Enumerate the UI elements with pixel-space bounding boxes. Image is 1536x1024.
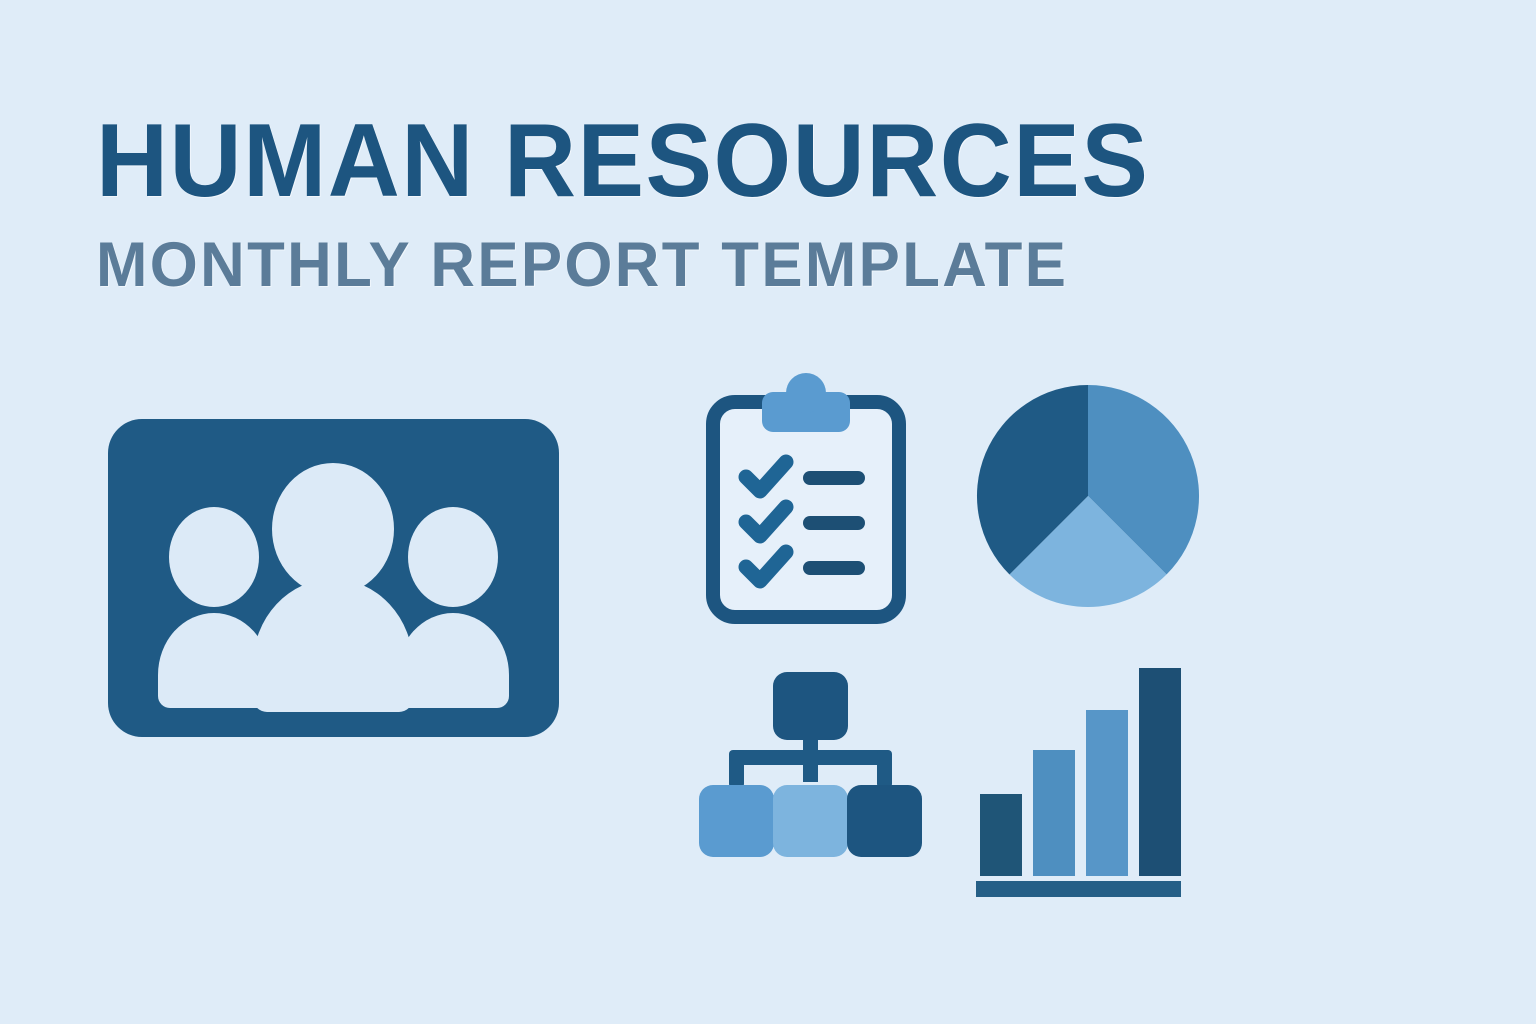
org-node-child-1 bbox=[699, 785, 774, 857]
pie-slice-1 bbox=[1088, 385, 1200, 575]
check-icon bbox=[738, 454, 794, 499]
bar-1 bbox=[980, 794, 1022, 876]
bar-chart-baseline bbox=[976, 881, 1181, 897]
bar-3 bbox=[1086, 710, 1128, 876]
clipboard-checklist-icon bbox=[706, 373, 906, 624]
pie-chart-icon bbox=[976, 385, 1200, 608]
check-icon bbox=[738, 544, 794, 589]
pie-slice-3 bbox=[976, 385, 1088, 575]
person-right bbox=[397, 507, 509, 708]
title-block: HUMAN RESOURCES MONTHLY REPORT TEMPLATE bbox=[96, 108, 1296, 298]
checklist-line bbox=[803, 561, 865, 575]
people-group-icon bbox=[106, 417, 561, 739]
bar-2 bbox=[1033, 750, 1075, 876]
page-subtitle: MONTHLY REPORT TEMPLATE bbox=[96, 230, 1069, 301]
bar-chart-icon bbox=[972, 668, 1190, 897]
checklist-line bbox=[803, 516, 865, 530]
pie-slice-2 bbox=[1009, 496, 1167, 608]
page-title: HUMAN RESOURCES bbox=[96, 103, 1150, 219]
bar-4 bbox=[1139, 668, 1181, 876]
checklist-row-3 bbox=[738, 544, 865, 589]
clipboard-clip bbox=[762, 373, 850, 432]
org-node-child-3 bbox=[847, 785, 922, 857]
checklist-line bbox=[803, 471, 865, 485]
org-node-root bbox=[773, 672, 848, 740]
person-center bbox=[253, 463, 413, 712]
person-left bbox=[158, 507, 270, 708]
check-icon bbox=[738, 499, 794, 544]
org-connectors bbox=[729, 730, 892, 788]
org-node-child-2 bbox=[773, 785, 848, 857]
checklist-row-1 bbox=[738, 454, 865, 499]
clipboard-board bbox=[706, 395, 906, 624]
org-chart-icon bbox=[690, 668, 930, 864]
checklist-row-2 bbox=[738, 499, 865, 544]
